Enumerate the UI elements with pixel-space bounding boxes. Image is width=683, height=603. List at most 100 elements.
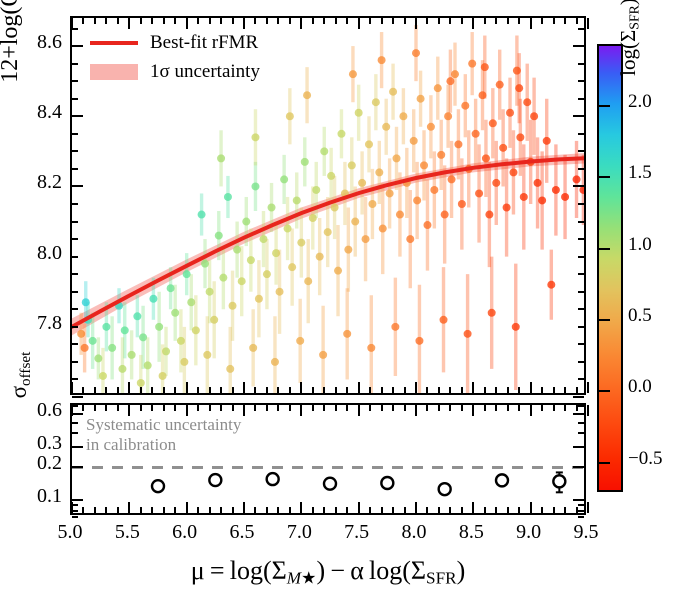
data-point: [308, 214, 317, 223]
minor-tick: [578, 97, 584, 100]
data-point: [492, 178, 501, 187]
minor-tick: [82, 405, 85, 411]
major-tick: [587, 405, 589, 416]
minor-tick: [220, 18, 223, 24]
minor-tick: [449, 387, 452, 393]
minor-tick: [254, 387, 257, 393]
data-point: [272, 249, 281, 258]
minor-tick: [575, 387, 578, 393]
data-point: [334, 266, 343, 275]
major-tick: [71, 405, 73, 416]
data-point: [120, 326, 129, 335]
minor-tick: [139, 405, 142, 411]
best-fit-curve: [72, 156, 584, 329]
minor-tick: [564, 507, 567, 513]
minor-tick: [72, 421, 78, 424]
minor-tick: [437, 387, 440, 393]
minor-tick: [334, 18, 337, 24]
data-point: [450, 70, 459, 79]
data-point: [280, 175, 289, 184]
minor-tick: [105, 507, 108, 513]
data-point: [80, 343, 89, 352]
y-tick-label-main: 8.0: [37, 241, 62, 264]
colorbar-tick: [599, 318, 610, 321]
minor-tick: [72, 150, 78, 153]
major-tick: [185, 382, 188, 393]
data-point: [480, 63, 489, 72]
x-tick-label: 7.0: [286, 521, 312, 543]
minor-tick: [72, 405, 78, 408]
major-tick: [300, 502, 303, 513]
data-point: [444, 112, 453, 121]
minor-tick: [483, 18, 486, 24]
data-point: [395, 210, 404, 219]
x-axis-title: μ = log(ΣM★) − α log(ΣSFR): [190, 556, 466, 588]
data-point: [136, 378, 145, 387]
data-point: [361, 235, 370, 244]
data-point: [499, 143, 508, 152]
minor-tick: [426, 18, 429, 24]
minor-tick: [116, 18, 119, 24]
colorbar: [597, 44, 623, 492]
major-tick: [415, 18, 417, 29]
minor-tick: [72, 360, 78, 363]
minor-tick: [311, 405, 314, 411]
minor-tick: [72, 97, 78, 100]
minor-tick: [72, 325, 78, 328]
data-point: [391, 322, 400, 331]
minor-tick: [578, 220, 584, 223]
residual-panel: Systematic uncertainty in calibration: [70, 403, 589, 518]
y-tick-label-residual: 0.1: [37, 484, 62, 507]
minor-tick: [437, 405, 440, 411]
major-tick: [243, 18, 245, 29]
minor-tick: [311, 18, 314, 24]
y-tick-label-residual: 0.6: [37, 398, 62, 421]
residual-data-point: [150, 478, 166, 494]
minor-tick: [578, 343, 584, 346]
data-point: [561, 192, 570, 201]
minor-tick: [197, 405, 200, 411]
minor-tick: [541, 405, 544, 411]
data-point: [223, 192, 232, 201]
minor-tick: [162, 507, 165, 513]
minor-tick: [93, 507, 96, 513]
data-point: [242, 217, 251, 226]
minor-tick: [578, 360, 584, 363]
minor-tick: [346, 507, 349, 513]
minor-tick: [437, 507, 440, 513]
colorbar-tick-label: 0.0: [628, 376, 652, 398]
minor-tick: [392, 507, 395, 513]
minor-tick: [541, 387, 544, 393]
y-tick-label-main: 8.2: [37, 171, 62, 194]
legend-item-bestfit: Best-fit rFMR: [90, 28, 260, 57]
major-tick: [357, 18, 360, 29]
data-point: [377, 56, 386, 65]
minor-tick: [392, 387, 395, 393]
major-tick: [529, 502, 532, 513]
minor-tick: [323, 405, 326, 411]
minor-tick: [426, 387, 429, 393]
data-point: [143, 361, 152, 370]
data-point: [478, 91, 487, 100]
data-point: [509, 168, 518, 177]
x-tick-label: 6.0: [172, 521, 198, 543]
minor-tick: [197, 18, 200, 24]
data-point: [320, 147, 329, 156]
data-point: [267, 203, 276, 212]
data-point: [312, 185, 321, 194]
data-point: [344, 245, 353, 254]
major-tick: [243, 405, 245, 416]
systematic-note-line2: in calibration: [86, 435, 177, 454]
minor-tick: [552, 507, 555, 513]
data-point: [251, 182, 260, 191]
data-point: [300, 157, 309, 166]
legend-label-bestfit: Best-fit rFMR: [150, 32, 259, 53]
data-point: [354, 108, 363, 117]
major-tick: [72, 446, 83, 449]
minor-tick: [72, 516, 78, 518]
data-point: [523, 98, 532, 107]
minor-tick: [277, 387, 280, 393]
colorbar-tick: [599, 247, 610, 250]
data-point: [210, 315, 219, 324]
data-point: [327, 171, 336, 180]
